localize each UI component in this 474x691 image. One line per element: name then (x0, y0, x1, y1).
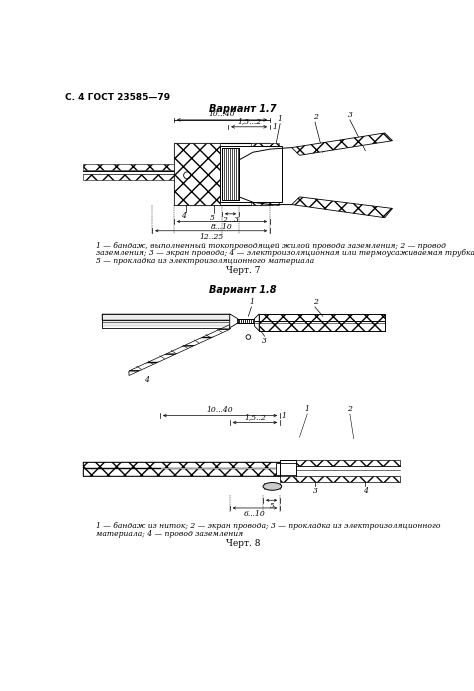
Text: 1 — бандаж, выполненный токопроводящей жилой провода заземления; 2 — провод: 1 — бандаж, выполненный токопроводящей ж… (96, 242, 446, 249)
Text: 2: 2 (312, 299, 318, 306)
Bar (82, 164, 174, 170)
Bar (102, 314, 230, 320)
Bar (276, 462, 296, 475)
Bar (220, 146, 283, 202)
Text: 3: 3 (347, 111, 352, 119)
Text: Черт. 7: Черт. 7 (226, 266, 260, 275)
Text: заземления; 3 — экран провода; 4 — электроизоляционная или термоусаживаемая труб: заземления; 3 — экран провода; 4 — элект… (96, 249, 474, 257)
Text: 2: 2 (312, 113, 318, 122)
Polygon shape (129, 325, 230, 375)
Bar (82, 462, 280, 468)
Text: 2: 2 (347, 405, 352, 413)
Text: Вариант 1.7: Вариант 1.7 (209, 104, 277, 114)
Bar (82, 469, 280, 475)
Text: 5: 5 (269, 502, 274, 510)
Bar (280, 460, 296, 477)
Text: 1,5...2: 1,5...2 (237, 117, 261, 125)
Bar (174, 143, 220, 205)
Bar (174, 143, 270, 205)
Polygon shape (292, 133, 392, 155)
Polygon shape (280, 475, 400, 482)
Bar (251, 143, 279, 205)
Text: 1: 1 (282, 412, 287, 419)
Text: 10...40: 10...40 (209, 111, 235, 118)
Polygon shape (255, 314, 259, 331)
Text: 3: 3 (262, 337, 267, 345)
Text: 4: 4 (363, 487, 368, 495)
Text: 3: 3 (312, 487, 318, 495)
Bar (82, 173, 174, 180)
Text: 5: 5 (210, 214, 215, 222)
Bar (222, 148, 239, 200)
Polygon shape (292, 197, 392, 218)
Text: 1: 1 (278, 115, 283, 123)
Text: Черт. 8: Черт. 8 (226, 539, 260, 548)
Polygon shape (259, 314, 385, 331)
Text: 1: 1 (273, 123, 277, 131)
Ellipse shape (263, 482, 282, 490)
Text: Вариант 1.8: Вариант 1.8 (209, 285, 277, 294)
Text: материала; 4 — провод заземления: материала; 4 — провод заземления (96, 529, 243, 538)
Text: 1,5..2: 1,5..2 (244, 413, 266, 421)
Text: С. 4 ГОСТ 23585—79: С. 4 ГОСТ 23585—79 (65, 93, 171, 102)
Text: 2...3: 2...3 (222, 216, 239, 224)
Text: 12..25: 12..25 (199, 233, 223, 240)
Text: 6...10: 6...10 (244, 510, 266, 518)
Polygon shape (230, 314, 237, 328)
Polygon shape (296, 460, 400, 466)
Text: 1: 1 (249, 299, 254, 306)
Text: 5 — прокладка из электроизоляционного материала: 5 — прокладка из электроизоляционного ма… (96, 257, 314, 265)
Text: 4: 4 (181, 212, 186, 220)
Text: 1 — бандаж из ниток; 2 — экран провода; 3 — прокладка из электроизоляционного: 1 — бандаж из ниток; 2 — экран провода; … (96, 522, 440, 530)
Text: 10...40: 10...40 (207, 406, 233, 414)
Text: 8...10: 8...10 (211, 223, 233, 231)
Text: 1: 1 (305, 405, 310, 413)
Text: 4: 4 (144, 375, 148, 384)
